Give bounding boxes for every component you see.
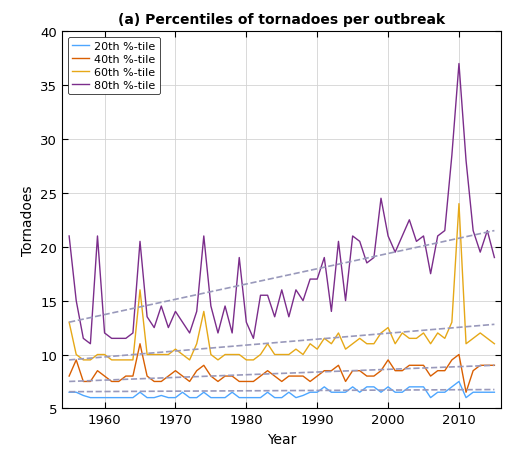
40th %-tile xyxy=(442,368,448,374)
60th %-tile xyxy=(80,358,86,363)
60th %-tile xyxy=(491,341,497,347)
80th %-tile xyxy=(300,298,306,304)
60th %-tile xyxy=(300,352,306,358)
40th %-tile xyxy=(300,374,306,379)
20th %-tile xyxy=(328,390,334,395)
60th %-tile xyxy=(456,202,462,207)
Line: 80th %-tile: 80th %-tile xyxy=(69,64,494,344)
Title: (a) Percentiles of tornadoes per outbreak: (a) Percentiles of tornadoes per outbrea… xyxy=(118,13,445,27)
40th %-tile xyxy=(328,368,334,374)
40th %-tile xyxy=(463,390,469,395)
X-axis label: Year: Year xyxy=(267,432,296,446)
80th %-tile xyxy=(456,62,462,67)
20th %-tile xyxy=(222,395,228,401)
40th %-tile xyxy=(137,341,143,347)
60th %-tile xyxy=(222,352,228,358)
20th %-tile xyxy=(491,390,497,395)
80th %-tile xyxy=(158,303,164,309)
40th %-tile xyxy=(66,374,72,379)
80th %-tile xyxy=(172,309,178,314)
Line: 40th %-tile: 40th %-tile xyxy=(69,344,494,392)
60th %-tile xyxy=(66,320,72,325)
80th %-tile xyxy=(66,234,72,239)
20th %-tile xyxy=(87,395,94,401)
20th %-tile xyxy=(66,390,72,395)
20th %-tile xyxy=(158,393,164,398)
60th %-tile xyxy=(172,347,178,352)
80th %-tile xyxy=(87,341,94,347)
20th %-tile xyxy=(442,390,448,395)
40th %-tile xyxy=(172,368,178,374)
Line: 20th %-tile: 20th %-tile xyxy=(69,381,494,398)
60th %-tile xyxy=(328,341,334,347)
20th %-tile xyxy=(300,393,306,398)
80th %-tile xyxy=(328,309,334,314)
Line: 60th %-tile: 60th %-tile xyxy=(69,204,494,360)
60th %-tile xyxy=(442,336,448,341)
Legend: 20th %-tile, 40th %-tile, 60th %-tile, 80th %-tile: 20th %-tile, 40th %-tile, 60th %-tile, 8… xyxy=(68,38,160,95)
40th %-tile xyxy=(222,374,228,379)
Y-axis label: Tornadoes: Tornadoes xyxy=(21,185,35,256)
80th %-tile xyxy=(442,228,448,234)
80th %-tile xyxy=(222,303,228,309)
80th %-tile xyxy=(491,255,497,261)
40th %-tile xyxy=(491,363,497,368)
60th %-tile xyxy=(158,352,164,358)
20th %-tile xyxy=(172,395,178,401)
40th %-tile xyxy=(158,379,164,384)
20th %-tile xyxy=(456,379,462,384)
